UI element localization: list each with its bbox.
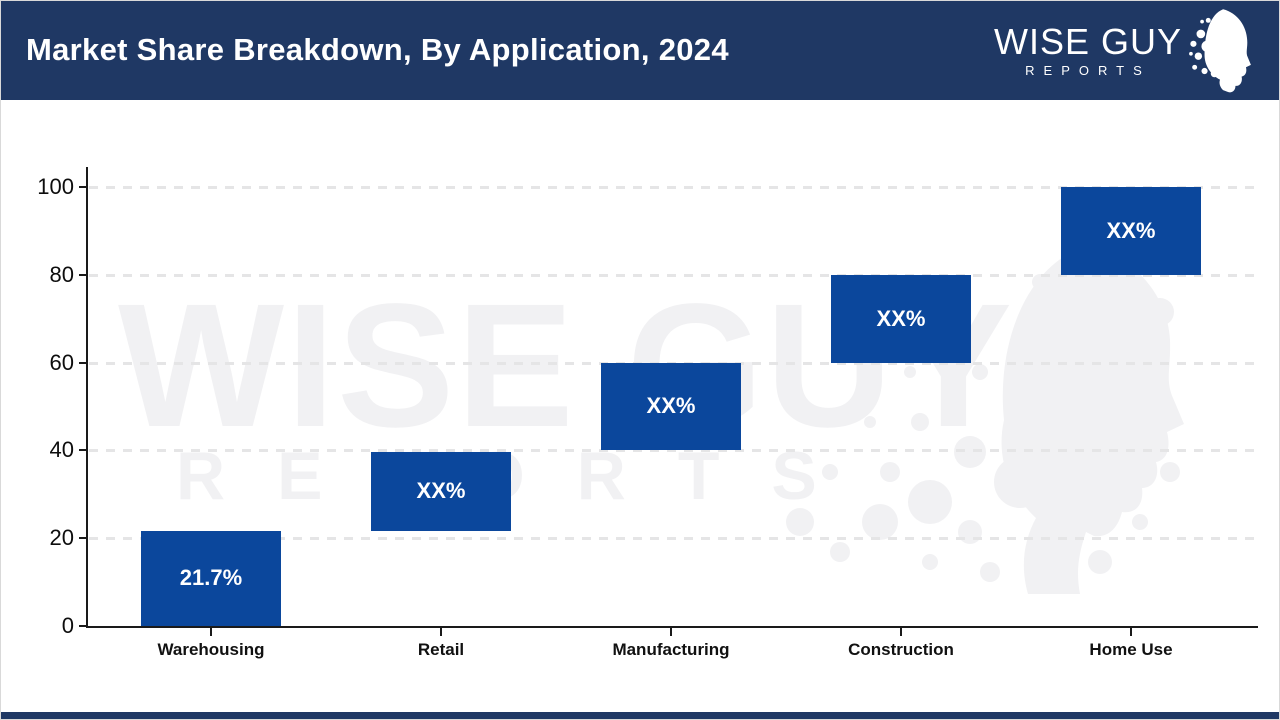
x-tick-mark bbox=[440, 627, 442, 636]
x-axis-line bbox=[86, 626, 1258, 628]
y-tick-label: 40 bbox=[49, 437, 74, 463]
x-category-label: Warehousing bbox=[157, 640, 265, 659]
y-tick-label: 80 bbox=[49, 261, 74, 287]
bar-value-label: XX% bbox=[646, 393, 696, 419]
gridline bbox=[89, 537, 1256, 541]
y-tick-label: 100 bbox=[37, 174, 74, 199]
y-tick-label: 0 bbox=[61, 613, 74, 638]
y-tick-mark bbox=[79, 186, 88, 188]
brand-head-icon bbox=[1189, 9, 1251, 93]
gridline bbox=[89, 449, 1256, 453]
x-tick-mark bbox=[900, 627, 902, 636]
x-tick-mark bbox=[210, 627, 212, 636]
brand-subtext: REPORTS bbox=[1025, 62, 1151, 78]
bar-segment: XX% bbox=[1061, 187, 1201, 275]
plot-area: 0 20 40 60 80 100 21.7% Warehousing XX% Retail XX%… bbox=[37, 167, 1258, 659]
y-tick-mark bbox=[79, 273, 88, 276]
y-tick-mark bbox=[79, 449, 88, 452]
page-title: Market Share Breakdown, By Application, … bbox=[26, 32, 729, 67]
bar-segment: XX% bbox=[601, 362, 741, 451]
y-axis-line bbox=[86, 167, 88, 628]
bar-segment: XX% bbox=[371, 452, 511, 531]
bar-value-label: XX% bbox=[416, 478, 466, 504]
bar-value-label: XX% bbox=[876, 305, 926, 331]
footer-bar bbox=[0, 712, 1280, 720]
y-tick-mark bbox=[79, 625, 88, 627]
brand-wordmark: WISE GUY bbox=[993, 20, 1182, 62]
y-tick-mark bbox=[79, 537, 88, 540]
bar-segment: 21.7% bbox=[141, 530, 281, 626]
bar-value-label: XX% bbox=[1106, 217, 1156, 243]
bar-value-label: 21.7% bbox=[179, 565, 243, 591]
brand-logo: WISE GUY REPORTS bbox=[994, 6, 1254, 94]
y-tick-label: 60 bbox=[49, 349, 74, 375]
x-category-label: Manufacturing bbox=[612, 640, 730, 659]
x-category-label: Retail bbox=[417, 640, 465, 659]
bar-segment: XX% bbox=[831, 274, 971, 363]
x-tick-mark bbox=[670, 627, 672, 636]
y-tick-label: 20 bbox=[49, 525, 74, 551]
x-category-label: Home Use bbox=[1089, 640, 1173, 659]
gridline bbox=[89, 186, 1256, 189]
gridline bbox=[89, 273, 1256, 277]
y-tick-mark bbox=[79, 361, 88, 364]
x-tick-mark bbox=[1130, 627, 1132, 636]
x-category-label: Construction bbox=[848, 640, 954, 659]
header-bar: Market Share Breakdown, By Application, … bbox=[0, 0, 1280, 100]
